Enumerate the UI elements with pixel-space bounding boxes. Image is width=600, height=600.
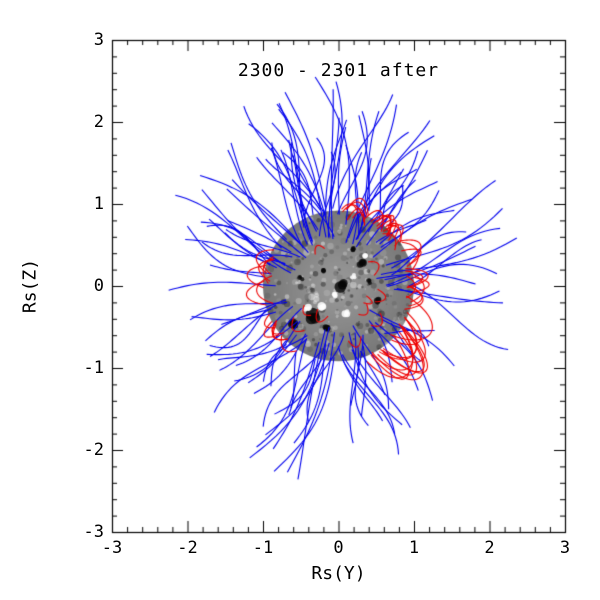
y-tick-label: 2 xyxy=(93,112,104,132)
x-tick-label: 2 xyxy=(484,538,495,558)
x-tick-label: -1 xyxy=(252,538,274,558)
x-tick-label: 1 xyxy=(408,538,420,558)
x-tick-label: 3 xyxy=(559,538,571,558)
y-tick-label: -3 xyxy=(83,522,104,542)
x-tick-label: -3 xyxy=(101,538,123,558)
y-tick-label: 1 xyxy=(93,194,104,214)
plot-title: 2300 - 2301 after xyxy=(237,60,440,81)
x-tick-label: -2 xyxy=(177,538,198,558)
y-tick-label: 0 xyxy=(93,276,104,296)
y-tick-label: 3 xyxy=(93,30,104,50)
y-tick-label: -2 xyxy=(83,440,104,460)
x-axis-label: Rs(Y) xyxy=(311,563,366,584)
x-tick-label: 0 xyxy=(333,538,344,558)
y-tick-label: -1 xyxy=(83,358,104,378)
